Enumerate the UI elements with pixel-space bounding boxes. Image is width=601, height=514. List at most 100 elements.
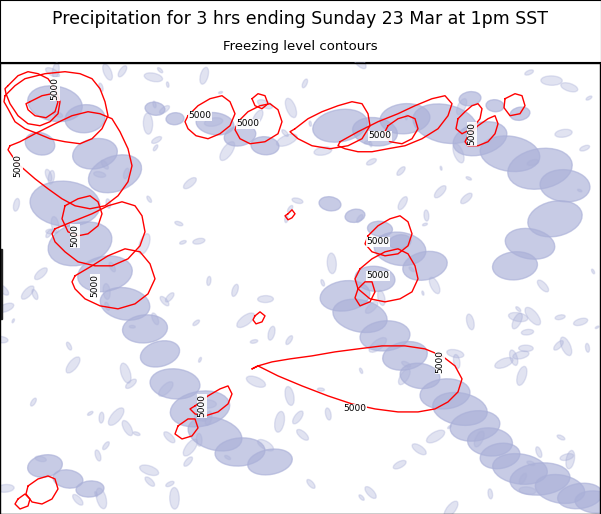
Ellipse shape bbox=[257, 439, 273, 451]
Ellipse shape bbox=[73, 494, 83, 505]
Ellipse shape bbox=[224, 125, 256, 146]
Ellipse shape bbox=[99, 83, 103, 91]
Ellipse shape bbox=[46, 230, 52, 237]
Ellipse shape bbox=[327, 253, 337, 273]
Ellipse shape bbox=[151, 313, 159, 325]
Ellipse shape bbox=[508, 313, 528, 322]
Text: 5000: 5000 bbox=[468, 122, 477, 145]
Ellipse shape bbox=[540, 170, 590, 202]
Ellipse shape bbox=[493, 454, 548, 484]
Ellipse shape bbox=[560, 337, 572, 356]
Ellipse shape bbox=[319, 197, 341, 211]
Ellipse shape bbox=[374, 232, 426, 266]
Ellipse shape bbox=[0, 303, 14, 313]
Text: 5000: 5000 bbox=[70, 224, 79, 247]
Ellipse shape bbox=[517, 366, 527, 386]
Ellipse shape bbox=[22, 286, 34, 299]
Ellipse shape bbox=[193, 238, 205, 244]
Ellipse shape bbox=[109, 262, 115, 272]
Ellipse shape bbox=[364, 140, 370, 144]
Ellipse shape bbox=[573, 318, 588, 325]
Ellipse shape bbox=[317, 388, 325, 391]
Ellipse shape bbox=[293, 411, 303, 424]
Ellipse shape bbox=[527, 159, 539, 166]
Ellipse shape bbox=[595, 326, 599, 328]
Ellipse shape bbox=[166, 82, 169, 87]
Ellipse shape bbox=[78, 256, 132, 292]
Ellipse shape bbox=[560, 454, 573, 461]
Text: 5000: 5000 bbox=[189, 111, 212, 120]
Ellipse shape bbox=[165, 293, 174, 302]
Ellipse shape bbox=[535, 474, 585, 503]
Ellipse shape bbox=[35, 268, 47, 280]
Ellipse shape bbox=[48, 222, 112, 266]
Ellipse shape bbox=[578, 189, 582, 192]
Ellipse shape bbox=[198, 357, 201, 362]
Ellipse shape bbox=[527, 461, 535, 466]
Ellipse shape bbox=[51, 216, 59, 233]
Ellipse shape bbox=[575, 491, 601, 513]
Ellipse shape bbox=[96, 488, 106, 509]
Ellipse shape bbox=[94, 172, 106, 177]
Ellipse shape bbox=[122, 420, 133, 436]
Ellipse shape bbox=[196, 113, 234, 135]
Ellipse shape bbox=[440, 166, 442, 170]
Ellipse shape bbox=[53, 470, 83, 488]
Ellipse shape bbox=[73, 138, 117, 169]
Ellipse shape bbox=[422, 291, 424, 295]
Ellipse shape bbox=[505, 228, 555, 259]
Ellipse shape bbox=[359, 368, 363, 374]
Ellipse shape bbox=[400, 363, 440, 389]
Ellipse shape bbox=[103, 284, 110, 299]
Ellipse shape bbox=[88, 411, 93, 415]
Bar bbox=[0, 249, 2, 319]
Ellipse shape bbox=[204, 118, 223, 126]
Ellipse shape bbox=[380, 104, 430, 134]
Ellipse shape bbox=[48, 171, 55, 184]
Ellipse shape bbox=[0, 336, 8, 343]
Ellipse shape bbox=[160, 297, 169, 306]
Ellipse shape bbox=[252, 110, 263, 125]
Ellipse shape bbox=[95, 492, 97, 497]
Ellipse shape bbox=[103, 64, 112, 80]
Ellipse shape bbox=[528, 201, 582, 237]
Ellipse shape bbox=[25, 133, 55, 155]
Ellipse shape bbox=[356, 215, 363, 223]
Ellipse shape bbox=[251, 137, 279, 155]
Ellipse shape bbox=[365, 301, 378, 314]
Text: 5000: 5000 bbox=[367, 237, 389, 246]
Ellipse shape bbox=[170, 391, 230, 427]
Ellipse shape bbox=[561, 83, 578, 92]
Ellipse shape bbox=[0, 485, 14, 492]
Text: 5000: 5000 bbox=[198, 394, 207, 417]
Ellipse shape bbox=[159, 105, 169, 114]
Ellipse shape bbox=[510, 107, 530, 120]
Ellipse shape bbox=[105, 302, 109, 310]
Ellipse shape bbox=[188, 417, 242, 451]
Ellipse shape bbox=[321, 280, 325, 286]
Ellipse shape bbox=[355, 266, 395, 291]
Ellipse shape bbox=[292, 198, 303, 204]
Ellipse shape bbox=[139, 465, 159, 475]
Ellipse shape bbox=[307, 480, 315, 488]
Ellipse shape bbox=[65, 105, 105, 133]
Ellipse shape bbox=[207, 277, 211, 285]
Ellipse shape bbox=[393, 461, 406, 469]
Ellipse shape bbox=[510, 350, 518, 365]
Ellipse shape bbox=[258, 296, 273, 303]
Ellipse shape bbox=[133, 432, 140, 435]
Text: Precipitation for 3 hrs ending Sunday 23 Mar at 1pm SST: Precipitation for 3 hrs ending Sunday 23… bbox=[52, 9, 549, 28]
Ellipse shape bbox=[397, 167, 405, 175]
Ellipse shape bbox=[474, 431, 484, 447]
Ellipse shape bbox=[297, 430, 308, 440]
Ellipse shape bbox=[591, 269, 594, 274]
Ellipse shape bbox=[95, 450, 101, 461]
Ellipse shape bbox=[46, 229, 57, 234]
Ellipse shape bbox=[493, 252, 537, 280]
Ellipse shape bbox=[144, 73, 162, 82]
Ellipse shape bbox=[35, 456, 46, 462]
Ellipse shape bbox=[31, 398, 36, 406]
Ellipse shape bbox=[353, 56, 366, 69]
Ellipse shape bbox=[525, 70, 534, 75]
Ellipse shape bbox=[108, 408, 124, 426]
